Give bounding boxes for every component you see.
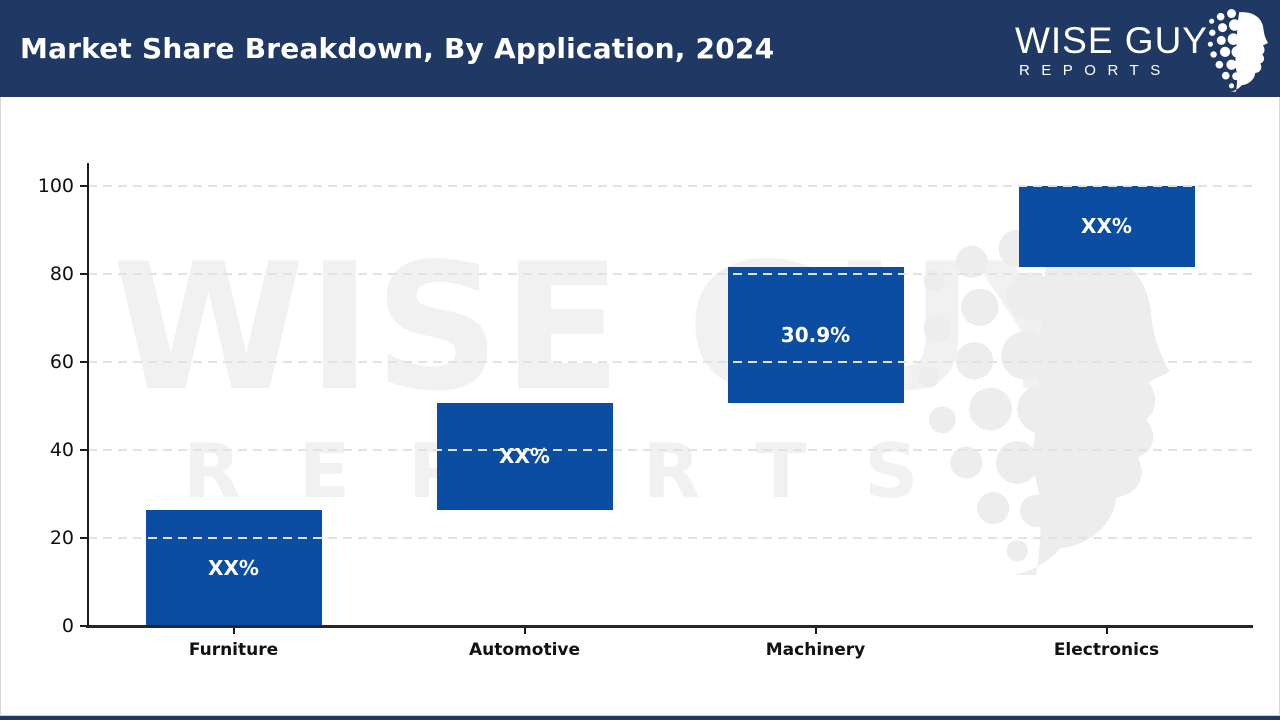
x-tick-electronics bbox=[1105, 628, 1108, 634]
y-tick-100 bbox=[80, 185, 88, 187]
y-tick-60 bbox=[80, 361, 88, 363]
bar-value-label: XX% bbox=[208, 555, 259, 580]
y-tick-label-60: 60 bbox=[49, 351, 74, 373]
y-tick-label-100: 100 bbox=[37, 175, 74, 197]
gridline-20 bbox=[88, 537, 1252, 539]
bar-automotive: XX% bbox=[436, 402, 613, 510]
brand-name: WISE GUY bbox=[1014, 19, 1208, 61]
plot-area: XX% XX% 30.9% XX% bbox=[88, 185, 1252, 626]
brand-logo: WISE GUY REPORTS bbox=[1015, 8, 1268, 92]
y-tick-label-20: 20 bbox=[49, 527, 74, 549]
header-bar: Market Share Breakdown, By Application, … bbox=[0, 0, 1280, 97]
x-tick-automotive bbox=[523, 628, 526, 634]
gridline-40 bbox=[88, 449, 1252, 451]
y-tick-40 bbox=[80, 449, 88, 451]
bar-value-label: XX% bbox=[499, 444, 550, 469]
y-tick-label-0: 0 bbox=[61, 615, 74, 637]
brand-subtitle: REPORTS bbox=[1018, 61, 1172, 79]
x-label-machinery: Machinery bbox=[765, 640, 866, 660]
bar-value-label: 30.9% bbox=[780, 322, 851, 347]
wiseguy-head-icon bbox=[1207, 9, 1268, 92]
footer-divider bbox=[0, 715, 1280, 716]
y-tick-label-40: 40 bbox=[49, 439, 74, 461]
page-title: Market Share Breakdown, By Application, … bbox=[20, 32, 775, 65]
bar-electronics: XX% bbox=[1018, 186, 1195, 267]
y-tick-20 bbox=[80, 537, 88, 539]
watermark-head-icon bbox=[918, 229, 1170, 575]
gridline-60 bbox=[88, 361, 1252, 363]
waterfall-chart: WISE GUY REPORTS XX%XX%30.9%XX% Furnitur… bbox=[0, 97, 1280, 714]
bar-machinery: 30.9% bbox=[727, 266, 904, 403]
x-label-furniture: Furniture bbox=[188, 640, 279, 660]
x-label-automotive: Automotive bbox=[468, 640, 581, 660]
x-axis-line bbox=[86, 625, 1253, 628]
x-tick-machinery bbox=[814, 628, 817, 634]
y-axis-line bbox=[87, 163, 89, 628]
y-tick-0 bbox=[80, 625, 88, 627]
bar-furniture: XX% bbox=[145, 509, 322, 626]
y-tick-label-80: 80 bbox=[49, 263, 74, 285]
gridline-80 bbox=[88, 273, 1252, 275]
footer-bar bbox=[0, 716, 1280, 720]
y-tick-80 bbox=[80, 273, 88, 275]
bar-value-label: XX% bbox=[1081, 214, 1132, 239]
x-tick-furniture bbox=[232, 628, 235, 634]
brand-text: WISE GUY REPORTS bbox=[1015, 22, 1208, 79]
page-border-left bbox=[0, 97, 1, 720]
gridline-100 bbox=[88, 185, 1252, 187]
x-label-electronics: Electronics bbox=[1053, 640, 1160, 660]
